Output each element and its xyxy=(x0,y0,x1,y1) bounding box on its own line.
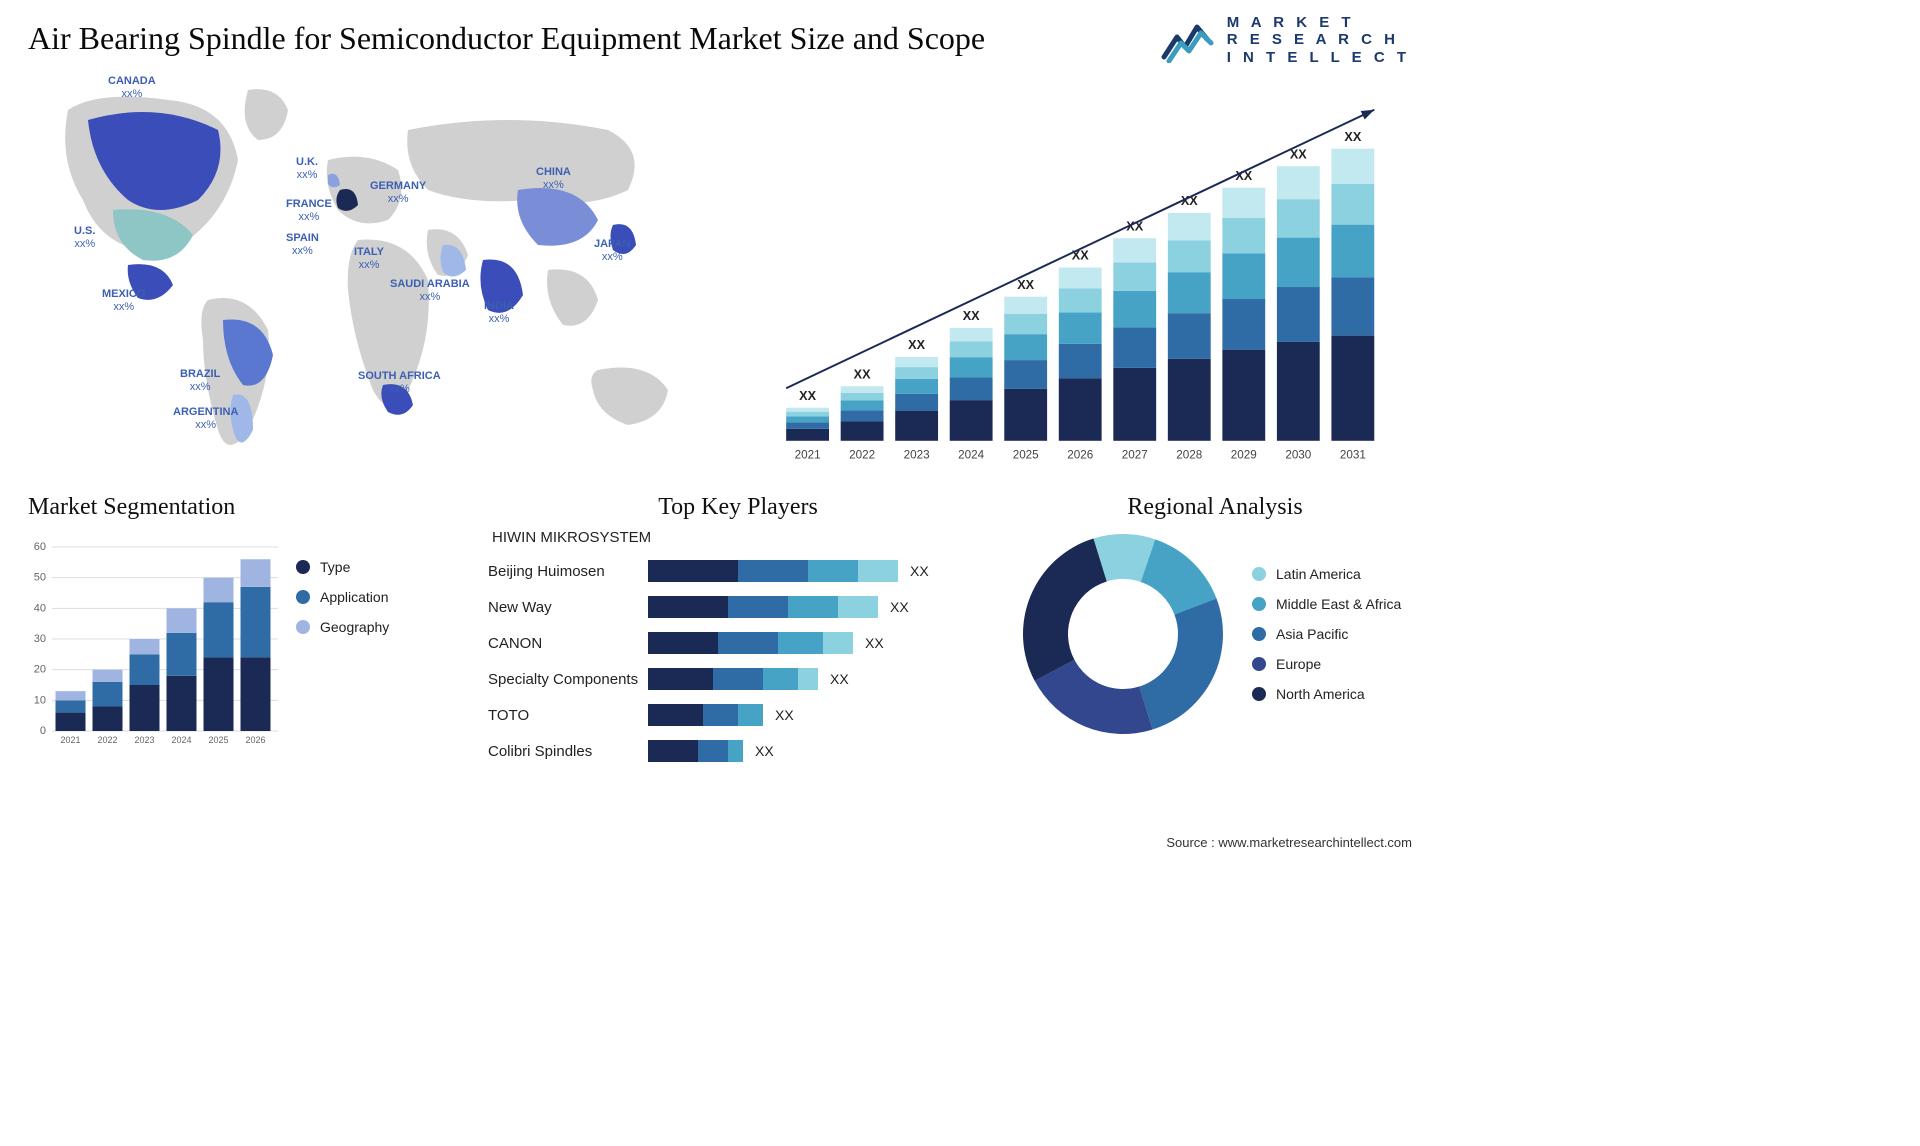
svg-text:50: 50 xyxy=(34,572,46,584)
svg-text:XX: XX xyxy=(799,389,816,403)
map-label: GERMANYxx% xyxy=(370,180,426,205)
svg-text:2028: 2028 xyxy=(1176,448,1202,461)
map-label: CHINAxx% xyxy=(536,166,571,191)
svg-text:2021: 2021 xyxy=(795,448,821,461)
logo-text-3: I N T E L L E C T xyxy=(1227,49,1410,66)
svg-text:2027: 2027 xyxy=(1122,448,1148,461)
map-label: JAPANxx% xyxy=(594,238,630,263)
legend-item: Type xyxy=(296,559,389,575)
map-label: BRAZILxx% xyxy=(180,368,220,393)
map-label: ITALYxx% xyxy=(354,246,384,271)
player-value: XX xyxy=(755,743,774,759)
segmentation-chart: 0 10 20 30 40 50 60 2021 2022 2023 2024 2025 2026 xyxy=(28,529,278,759)
player-row: TOTO XX xyxy=(488,700,988,730)
segmentation-legend: Type Application Geography xyxy=(296,529,389,759)
player-name: New Way xyxy=(488,599,648,616)
svg-text:2026: 2026 xyxy=(1067,448,1093,461)
svg-text:10: 10 xyxy=(34,694,46,706)
svg-text:2026: 2026 xyxy=(245,735,265,745)
legend-item: Application xyxy=(296,589,389,605)
svg-text:XX: XX xyxy=(908,338,925,352)
svg-text:2022: 2022 xyxy=(97,735,117,745)
svg-text:XX: XX xyxy=(1344,130,1361,144)
players-title: Top Key Players xyxy=(488,494,988,521)
legend-item: Geography xyxy=(296,619,389,635)
regional-title: Regional Analysis xyxy=(1018,494,1412,521)
player-row: Beijing Huimosen XX xyxy=(488,556,988,586)
map-label: U.K.xx% xyxy=(296,156,318,181)
player-name: Colibri Spindles xyxy=(488,743,648,760)
legend-item: Latin America xyxy=(1252,566,1401,582)
player-row: Colibri Spindles XX xyxy=(488,736,988,766)
svg-text:0: 0 xyxy=(40,725,46,737)
map-label: U.S.xx% xyxy=(74,225,95,250)
svg-text:2024: 2024 xyxy=(171,735,191,745)
svg-text:30: 30 xyxy=(34,633,46,645)
player-row: Specialty Components XX xyxy=(488,664,988,694)
regional-donut xyxy=(1018,529,1228,739)
svg-text:2031: 2031 xyxy=(1340,448,1366,461)
svg-text:20: 20 xyxy=(34,664,46,676)
player-value: XX xyxy=(775,707,794,723)
svg-text:XX: XX xyxy=(963,309,980,323)
logo-text-2: R E S E A R C H xyxy=(1227,31,1410,48)
player-row: CANON XX xyxy=(488,628,988,658)
player-value: XX xyxy=(865,635,884,651)
world-map: CANADAxx% U.S.xx% MEXICOxx% BRAZILxx% ARGENT… xyxy=(28,70,728,470)
player-bar xyxy=(648,596,878,618)
players-subtitle: HIWIN MIKROSYSTEM xyxy=(492,529,988,546)
svg-text:60: 60 xyxy=(34,541,46,553)
regional-legend: Latin America Middle East & Africa Asia Pa… xyxy=(1252,566,1401,702)
players-section: Top Key Players HIWIN MIKROSYSTEM Beijin… xyxy=(488,494,988,772)
page-title: Air Bearing Spindle for Semiconductor Eq… xyxy=(28,18,1028,58)
player-value: XX xyxy=(890,599,909,615)
player-row: New Way XX xyxy=(488,592,988,622)
player-name: TOTO xyxy=(488,707,648,724)
svg-text:2022: 2022 xyxy=(849,448,875,461)
map-label: ARGENTINAxx% xyxy=(173,406,238,431)
logo-text-1: M A R K E T xyxy=(1227,14,1410,31)
player-name: Beijing Huimosen xyxy=(488,563,648,580)
regional-section: Regional Analysis Latin America Middle Ea… xyxy=(1018,494,1412,772)
logo-icon xyxy=(1161,17,1217,63)
source-text: Source : www.marketresearchintellect.com xyxy=(1166,835,1412,850)
svg-text:2021: 2021 xyxy=(60,735,80,745)
map-label: SPAINxx% xyxy=(286,232,319,257)
forecast-chart: XX2021XX2022XX2023XX2024XX2025XX2026XX20… xyxy=(758,70,1412,470)
player-bar xyxy=(648,704,763,726)
player-bar xyxy=(648,632,853,654)
map-label: CANADAxx% xyxy=(108,75,156,100)
legend-item: Asia Pacific xyxy=(1252,626,1401,642)
player-bar xyxy=(648,560,898,582)
map-label: SOUTH AFRICAxx% xyxy=(358,370,441,395)
player-name: CANON xyxy=(488,635,648,652)
svg-text:2023: 2023 xyxy=(134,735,154,745)
svg-text:2030: 2030 xyxy=(1285,448,1311,461)
segmentation-title: Market Segmentation xyxy=(28,494,458,521)
legend-item: Middle East & Africa xyxy=(1252,596,1401,612)
legend-item: North America xyxy=(1252,686,1401,702)
legend-item: Europe xyxy=(1252,656,1401,672)
svg-text:2025: 2025 xyxy=(208,735,228,745)
svg-text:40: 40 xyxy=(34,602,46,614)
svg-text:2025: 2025 xyxy=(1013,448,1039,461)
svg-text:XX: XX xyxy=(1017,278,1034,292)
player-value: XX xyxy=(910,563,929,579)
segmentation-section: Market Segmentation 0 10 20 30 40 50 60 2021 202… xyxy=(28,494,458,772)
map-label: FRANCExx% xyxy=(286,198,332,223)
player-name: Specialty Components xyxy=(488,671,648,688)
player-value: XX xyxy=(830,671,849,687)
svg-text:2023: 2023 xyxy=(904,448,930,461)
svg-text:2024: 2024 xyxy=(958,448,984,461)
map-label: INDIAxx% xyxy=(484,300,514,325)
player-bar xyxy=(648,668,818,690)
player-bar xyxy=(648,740,743,762)
svg-text:2029: 2029 xyxy=(1231,448,1257,461)
brand-logo: M A R K E T R E S E A R C H I N T E L L … xyxy=(1161,14,1410,66)
svg-text:XX: XX xyxy=(854,367,871,381)
map-label: SAUDI ARABIAxx% xyxy=(390,278,470,303)
map-label: MEXICOxx% xyxy=(102,288,145,313)
